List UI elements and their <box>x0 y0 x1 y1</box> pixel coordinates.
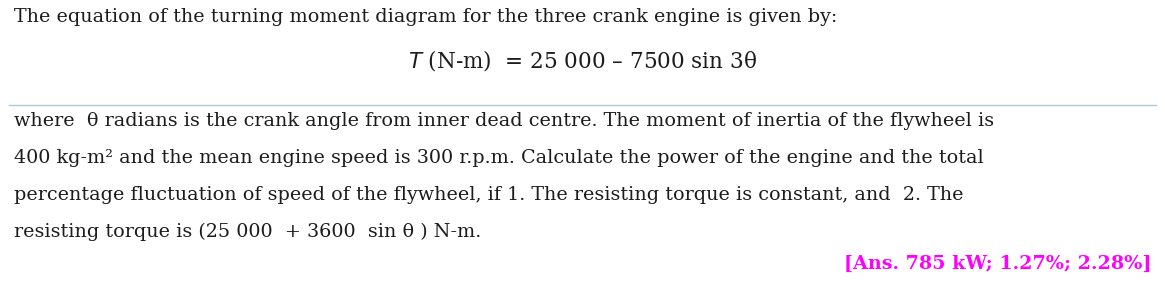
Text: [Ans. 785 kW; 1.27%; 2.28%]: [Ans. 785 kW; 1.27%; 2.28%] <box>843 255 1151 273</box>
Text: The equation of the turning moment diagram for the three crank engine is given b: The equation of the turning moment diagr… <box>14 8 838 26</box>
Text: where  θ radians is the crank angle from inner dead centre. The moment of inerti: where θ radians is the crank angle from … <box>14 112 994 130</box>
Text: 400 kg-m² and the mean engine speed is 300 r.p.m. Calculate the power of the eng: 400 kg-m² and the mean engine speed is 3… <box>14 149 983 167</box>
Text: resisting torque is (25 000  + 3600  sin θ ) N-m.: resisting torque is (25 000 + 3600 sin θ… <box>14 223 481 241</box>
Text: percentage fluctuation of speed of the flywheel, if 1. The resisting torque is c: percentage fluctuation of speed of the f… <box>14 186 963 204</box>
Text: $\mathit{T}$ (N-m)  = 25 000 – 7500 sin 3θ: $\mathit{T}$ (N-m) = 25 000 – 7500 sin 3… <box>408 48 757 73</box>
